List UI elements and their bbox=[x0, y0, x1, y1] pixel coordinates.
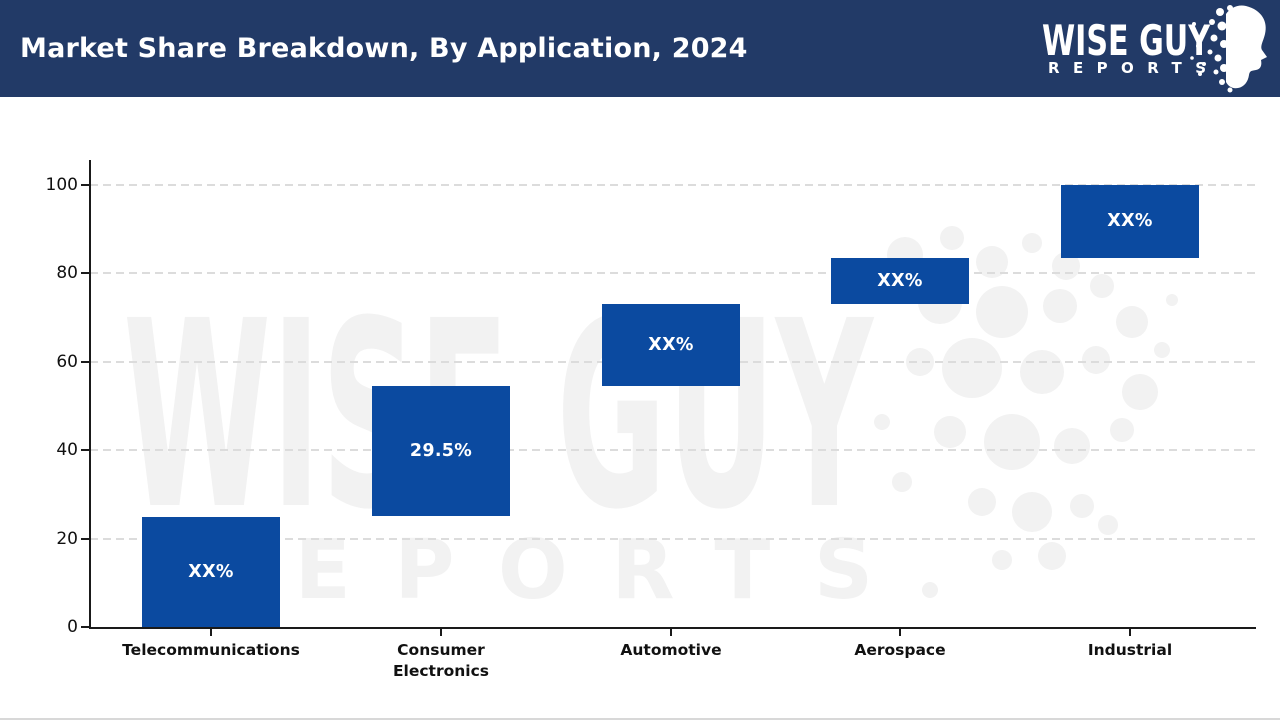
y-tick-label: 100 bbox=[45, 175, 78, 195]
bar: 29.5% bbox=[372, 386, 510, 517]
bar-label: XX% bbox=[877, 271, 923, 292]
category-label: Consumer Electronics bbox=[392, 641, 490, 680]
x-tick-mark bbox=[670, 629, 672, 636]
y-tick-mark bbox=[81, 537, 89, 540]
bar-label: XX% bbox=[648, 335, 694, 356]
gridline bbox=[90, 272, 1256, 275]
y-tick-mark bbox=[81, 272, 89, 275]
y-tick-mark bbox=[81, 626, 89, 628]
bar: XX% bbox=[1061, 185, 1199, 258]
bar-label: XX% bbox=[1107, 211, 1153, 232]
y-tick-label: 0 bbox=[67, 617, 78, 637]
bar-label: 29.5% bbox=[409, 441, 473, 462]
y-axis bbox=[89, 160, 91, 629]
category-label: Telecommunications bbox=[122, 641, 300, 659]
y-tick-label: 60 bbox=[56, 351, 78, 372]
y-tick-mark bbox=[81, 449, 89, 452]
category-label: Automotive bbox=[620, 641, 722, 659]
header: Market Share Breakdown, By Application, … bbox=[0, 0, 1280, 97]
x-tick-mark bbox=[899, 629, 901, 636]
gridline bbox=[90, 537, 1256, 540]
bar: XX% bbox=[142, 516, 280, 627]
category-label: Industrial bbox=[1087, 641, 1173, 659]
x-tick-mark bbox=[1129, 629, 1131, 636]
wiseguy-logo: WISE GUY REPORTS bbox=[1042, 5, 1267, 93]
logo-wordmark: WISE GUY bbox=[1042, 16, 1210, 65]
bar: XX% bbox=[602, 304, 740, 387]
bottom-border bbox=[0, 718, 1280, 720]
gridline bbox=[90, 184, 1256, 186]
chart-title: Market Share Breakdown, By Application, … bbox=[20, 33, 748, 64]
x-axis bbox=[89, 627, 1256, 629]
y-tick-mark bbox=[81, 360, 89, 363]
category-label: Aerospace bbox=[854, 641, 946, 659]
y-tick-label: 40 bbox=[56, 440, 78, 461]
y-tick-mark bbox=[81, 184, 89, 186]
bar: XX% bbox=[831, 257, 969, 305]
y-tick-label: 80 bbox=[56, 263, 78, 284]
y-tick-label: 20 bbox=[56, 528, 78, 549]
x-tick-mark bbox=[440, 629, 442, 636]
x-tick-mark bbox=[210, 629, 212, 636]
bar-label: XX% bbox=[188, 561, 234, 582]
logo-head-icon bbox=[1190, 5, 1267, 93]
gridline bbox=[90, 449, 1256, 452]
